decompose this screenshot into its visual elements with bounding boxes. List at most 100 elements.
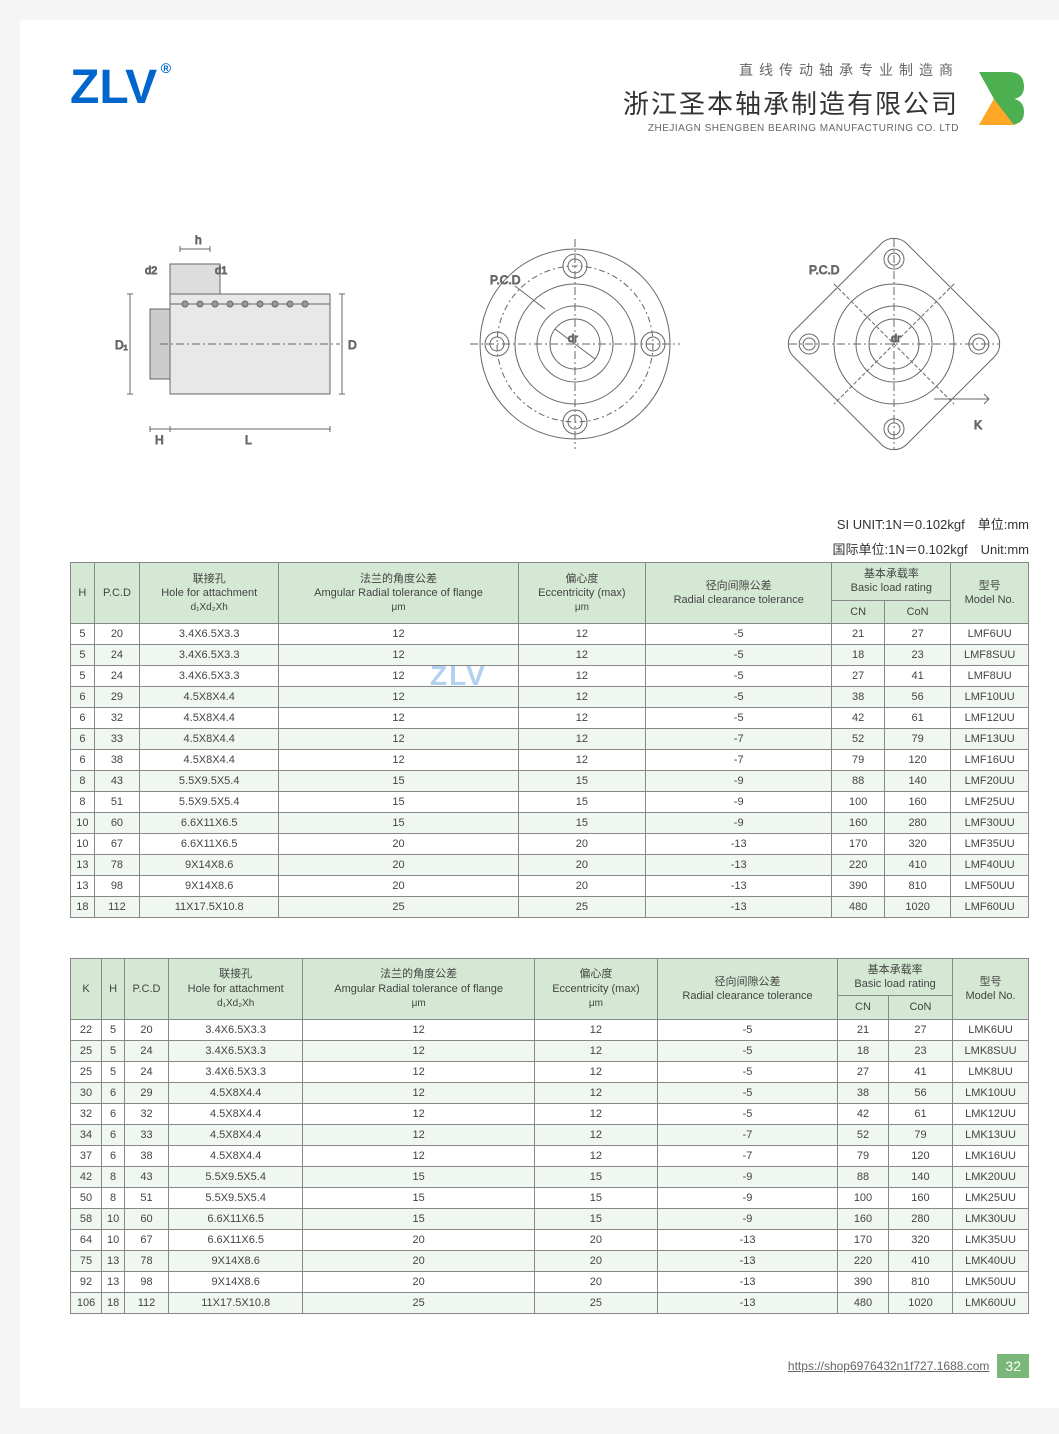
th-con2: CoN <box>888 996 952 1019</box>
table-cell: 280 <box>888 1208 952 1229</box>
table-cell: 18 <box>832 644 885 665</box>
table-cell: -5 <box>646 644 832 665</box>
table-cell: 170 <box>832 833 885 854</box>
table-cell: 20 <box>534 1250 657 1271</box>
table-cell: 79 <box>884 728 950 749</box>
table-cell: 29 <box>94 686 139 707</box>
table-row: 306294.5X8X4.41212-53856LMK10UU <box>71 1082 1029 1103</box>
table-cell: -13 <box>646 896 832 917</box>
table-cell: 13 <box>102 1271 125 1292</box>
table-cell: 5 <box>102 1040 125 1061</box>
table-cell: 88 <box>832 770 885 791</box>
table-cell: -9 <box>646 791 832 812</box>
th-cn: CN <box>832 600 885 623</box>
table-cell: 112 <box>94 896 139 917</box>
unit-line-1: SI UNIT:1N＝0.102kgf 单位:mm <box>70 514 1029 533</box>
table-cell: 6.6X11X6.5 <box>140 833 279 854</box>
th-model: 型号 Model No. <box>951 563 1029 624</box>
table-cell: 320 <box>884 833 950 854</box>
table-cell: 20 <box>303 1250 534 1271</box>
table-row: 5810606.6X11X6.51515-9160280LMK30UU <box>71 1208 1029 1229</box>
table-cell: 15 <box>518 791 645 812</box>
table-cell: 29 <box>125 1082 169 1103</box>
table-cell: 12 <box>518 644 645 665</box>
table-cell: 4.5X8X4.4 <box>168 1103 303 1124</box>
th-load: 基本承载率 Basic load rating <box>832 563 951 601</box>
table-cell: -9 <box>646 812 832 833</box>
table-cell: 3.4X6.5X3.3 <box>168 1019 303 1040</box>
table-cell: -13 <box>646 854 832 875</box>
table-cell: 3.4X6.5X3.3 <box>168 1061 303 1082</box>
table-cell: 24 <box>125 1061 169 1082</box>
table-cell: 12 <box>518 686 645 707</box>
table-row: 225203.4X6.5X3.31212-52127LMK6UU <box>71 1019 1029 1040</box>
table-cell: 50 <box>71 1187 102 1208</box>
table-row: 1811211X17.5X10.82525-134801020LMF60UU <box>71 896 1029 917</box>
table-cell: 4.5X8X4.4 <box>140 728 279 749</box>
table-cell: 6.6X11X6.5 <box>140 812 279 833</box>
th-ecc: 偏心度 Eccentricity (max) μm <box>518 563 645 624</box>
table-row: 508515.5X9.5X5.41515-9100160LMK25UU <box>71 1187 1029 1208</box>
table-cell: 12 <box>303 1124 534 1145</box>
table-cell: 12 <box>534 1082 657 1103</box>
table-cell: -5 <box>657 1019 837 1040</box>
table-row: 5243.4X6.5X3.31212-52741LMF8UU <box>71 665 1029 686</box>
table-cell: LMF16UU <box>951 749 1029 770</box>
table-cell: 92 <box>71 1271 102 1292</box>
table-cell: 12 <box>534 1103 657 1124</box>
table-cell: LMF30UU <box>951 812 1029 833</box>
table-cell: 12 <box>279 749 518 770</box>
table-cell: 24 <box>125 1040 169 1061</box>
svg-text:P.C.D: P.C.D <box>490 273 521 287</box>
table-cell: 5 <box>102 1019 125 1040</box>
company-block: 直线传动轴承专业制造商 浙江圣本轴承制造有限公司 ZHEJIAGN SHENGB… <box>623 60 1029 134</box>
table-cell: 24 <box>94 665 139 686</box>
table-cell: 60 <box>125 1208 169 1229</box>
table-cell: 15 <box>303 1187 534 1208</box>
table-cell: -13 <box>646 833 832 854</box>
table-row: 10606.6X11X6.51515-9160280LMF30UU <box>71 812 1029 833</box>
table-cell: 41 <box>884 665 950 686</box>
table-cell: 12 <box>518 749 645 770</box>
company-name-cn: 浙江圣本轴承制造有限公司 <box>623 84 959 121</box>
footer-link[interactable]: https://shop6976432n1f727.1688.com <box>788 1359 990 1373</box>
table-cell: 6 <box>102 1145 125 1166</box>
table-cell: LMK50UU <box>953 1271 1029 1292</box>
table-cell: LMK25UU <box>953 1187 1029 1208</box>
table-row: 1061811211X17.5X10.82525-134801020LMK60U… <box>71 1292 1029 1313</box>
table-cell: 20 <box>534 1229 657 1250</box>
th-load2: 基本承载率 Basic load rating <box>838 958 953 996</box>
table-cell: 4.5X8X4.4 <box>140 707 279 728</box>
table-cell: 4.5X8X4.4 <box>168 1124 303 1145</box>
th-radial2: 径向间隙公差 Radial clearance tolerance <box>657 958 837 1019</box>
table-cell: 18 <box>71 896 95 917</box>
table-cell: 33 <box>125 1124 169 1145</box>
table-cell: LMF10UU <box>951 686 1029 707</box>
table-cell: 120 <box>888 1145 952 1166</box>
table-cell: 61 <box>884 707 950 728</box>
table-cell: 33 <box>94 728 139 749</box>
table-row: 326324.5X8X4.41212-54261LMK12UU <box>71 1103 1029 1124</box>
table-cell: 160 <box>832 812 885 833</box>
table-cell: 12 <box>303 1145 534 1166</box>
table-cell: 9X14X8.6 <box>140 875 279 896</box>
table-cell: 12 <box>279 707 518 728</box>
table-cell: 25 <box>71 1061 102 1082</box>
table-cell: 12 <box>518 665 645 686</box>
table-cell: 10 <box>71 833 95 854</box>
table-cell: 27 <box>838 1061 889 1082</box>
svg-text:H: H <box>155 433 164 447</box>
table-cell: -13 <box>657 1292 837 1313</box>
table-cell: -5 <box>646 623 832 644</box>
table-row: 6384.5X8X4.41212-779120LMF16UU <box>71 749 1029 770</box>
table-cell: 5 <box>71 665 95 686</box>
table-cell: -5 <box>646 686 832 707</box>
table-cell: 12 <box>279 686 518 707</box>
svg-text:D₁: D₁ <box>115 338 128 352</box>
table-cell: LMF12UU <box>951 707 1029 728</box>
table-cell: 112 <box>125 1292 169 1313</box>
table-cell: -5 <box>657 1061 837 1082</box>
table-cell: 15 <box>303 1208 534 1229</box>
table-cell: 13 <box>102 1250 125 1271</box>
table-cell: 220 <box>832 854 885 875</box>
